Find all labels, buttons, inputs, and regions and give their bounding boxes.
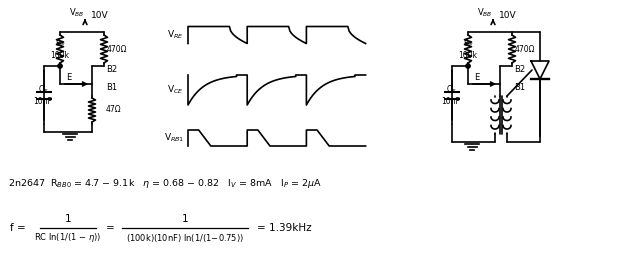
Text: RC ln(1/(1 $-$ $\eta$)): RC ln(1/(1 $-$ $\eta$)): [34, 231, 102, 245]
Text: = 1.39kHz: = 1.39kHz: [257, 223, 312, 233]
Text: (100k)(10nF) ln(1/(1$-$0.75)): (100k)(10nF) ln(1/(1$-$0.75)): [126, 232, 244, 244]
Text: V$_{BB}$: V$_{BB}$: [69, 7, 85, 19]
Text: C$_E$
10nF: C$_E$ 10nF: [33, 84, 53, 107]
Circle shape: [58, 64, 62, 68]
Text: 10V: 10V: [499, 11, 517, 21]
Text: R$_E$
100k: R$_E$ 100k: [50, 38, 69, 60]
Text: B1: B1: [106, 84, 117, 92]
Text: V$_{BB}$: V$_{BB}$: [477, 7, 493, 19]
Text: 47Ω: 47Ω: [106, 105, 122, 115]
Text: V$_{CE}$: V$_{CE}$: [167, 84, 184, 96]
Text: C$_E$
10nF: C$_E$ 10nF: [441, 84, 461, 107]
Text: 470Ω: 470Ω: [515, 45, 535, 53]
Circle shape: [58, 64, 62, 68]
Text: B2: B2: [106, 65, 117, 74]
Text: 2n2647  R$_{BB0}$ = 4.7 $-$ 9.1k   $\eta$ = 0.68 $-$ 0.82   I$_V$ = 8mA   I$_P$ : 2n2647 R$_{BB0}$ = 4.7 $-$ 9.1k $\eta$ =…: [8, 176, 322, 190]
Text: E: E: [66, 73, 72, 83]
Text: 10V: 10V: [91, 11, 109, 21]
Circle shape: [466, 64, 470, 68]
Circle shape: [466, 64, 470, 68]
Text: 1: 1: [64, 214, 71, 224]
Text: B1: B1: [514, 84, 525, 92]
Text: V$_{RB1}$: V$_{RB1}$: [164, 132, 184, 144]
Text: B2: B2: [514, 65, 525, 74]
Text: E: E: [474, 73, 480, 83]
Text: f =: f =: [10, 223, 26, 233]
Text: V$_{RE}$: V$_{RE}$: [167, 29, 184, 41]
Text: 1: 1: [182, 214, 188, 224]
Text: 470Ω: 470Ω: [107, 45, 127, 53]
Text: R$_E$
100k: R$_E$ 100k: [459, 38, 477, 60]
Text: =: =: [106, 223, 115, 233]
